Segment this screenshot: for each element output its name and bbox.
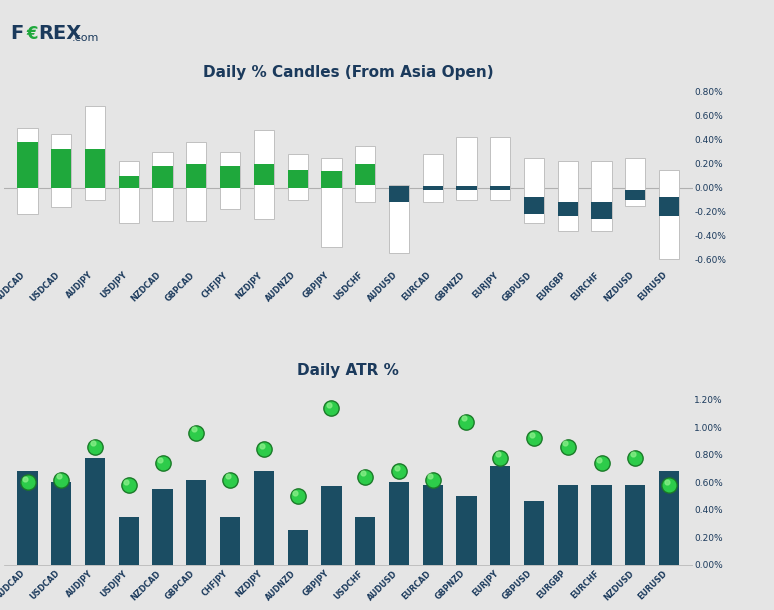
Bar: [118, 176, 139, 187]
Bar: [557, 202, 578, 217]
Bar: [524, 501, 544, 565]
Bar: [287, 530, 308, 565]
Bar: [254, 472, 274, 565]
Bar: [389, 187, 409, 202]
Bar: [254, 130, 274, 218]
Bar: [625, 485, 646, 565]
Bar: [321, 157, 341, 247]
Bar: [457, 137, 477, 199]
Bar: [17, 142, 38, 187]
Bar: [389, 185, 409, 253]
Bar: [659, 197, 680, 217]
Text: €: €: [26, 24, 38, 43]
Bar: [17, 472, 38, 565]
Bar: [152, 152, 173, 221]
Bar: [152, 166, 173, 187]
Bar: [187, 142, 207, 221]
Bar: [423, 485, 443, 565]
Bar: [524, 197, 544, 214]
Bar: [490, 137, 510, 199]
Title: Daily % Candles (From Asia Open): Daily % Candles (From Asia Open): [203, 65, 494, 80]
Bar: [187, 479, 207, 565]
Bar: [321, 486, 341, 565]
Bar: [524, 157, 544, 223]
Bar: [591, 161, 611, 231]
Bar: [287, 170, 308, 187]
Bar: [220, 166, 240, 187]
Bar: [591, 485, 611, 565]
Bar: [51, 134, 71, 207]
Bar: [187, 163, 207, 187]
Bar: [51, 149, 71, 187]
Bar: [591, 202, 611, 218]
Bar: [254, 163, 274, 185]
Bar: [625, 190, 646, 199]
Bar: [423, 154, 443, 202]
Bar: [51, 483, 71, 565]
Bar: [457, 187, 477, 190]
Bar: [118, 517, 139, 565]
Bar: [85, 149, 105, 187]
Bar: [490, 466, 510, 565]
Text: F: F: [10, 24, 23, 43]
Bar: [118, 161, 139, 223]
Bar: [355, 146, 375, 202]
Bar: [85, 106, 105, 199]
Bar: [355, 163, 375, 185]
Bar: [457, 496, 477, 565]
Bar: [355, 517, 375, 565]
Bar: [85, 458, 105, 565]
Bar: [659, 170, 680, 259]
Bar: [389, 483, 409, 565]
Bar: [423, 187, 443, 190]
Text: .com: .com: [72, 34, 99, 43]
Title: Daily ATR %: Daily ATR %: [297, 363, 399, 378]
Bar: [17, 127, 38, 214]
Bar: [321, 171, 341, 187]
Bar: [287, 154, 308, 199]
Text: REX: REX: [39, 24, 82, 43]
Bar: [152, 489, 173, 565]
Bar: [557, 161, 578, 231]
Bar: [659, 472, 680, 565]
Bar: [220, 517, 240, 565]
Bar: [490, 187, 510, 190]
Bar: [625, 157, 646, 206]
Bar: [557, 485, 578, 565]
Bar: [220, 152, 240, 209]
Legend: % High, % Low, % Close: % High, % Low, % Close: [9, 382, 171, 399]
